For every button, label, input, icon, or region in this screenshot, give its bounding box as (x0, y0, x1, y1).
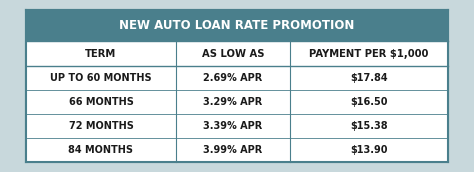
Bar (26, 90, 448, 114)
Text: 3.39% APR: 3.39% APR (203, 121, 263, 131)
Text: NEW AUTO LOAN RATE PROMOTION: NEW AUTO LOAN RATE PROMOTION (119, 19, 355, 32)
Text: UP TO 60 MONTHS: UP TO 60 MONTHS (50, 73, 152, 83)
Text: 3.29% APR: 3.29% APR (203, 97, 263, 107)
Text: PAYMENT PER $1,000: PAYMENT PER $1,000 (309, 49, 428, 59)
Text: 84 MONTHS: 84 MONTHS (68, 145, 134, 155)
Bar (26, 10, 448, 162)
Text: 72 MONTHS: 72 MONTHS (69, 121, 133, 131)
Text: $17.84: $17.84 (350, 73, 388, 83)
Text: TERM: TERM (85, 49, 117, 59)
Bar (26, 10, 448, 41)
Bar (26, 138, 448, 162)
Text: 3.99% APR: 3.99% APR (203, 145, 263, 155)
Bar (26, 41, 448, 66)
Bar (26, 114, 448, 138)
Bar (26, 66, 448, 90)
Text: $16.50: $16.50 (350, 97, 388, 107)
Text: $13.90: $13.90 (350, 145, 388, 155)
Text: 2.69% APR: 2.69% APR (203, 73, 263, 83)
Text: $15.38: $15.38 (350, 121, 388, 131)
Text: 66 MONTHS: 66 MONTHS (69, 97, 133, 107)
Text: AS LOW AS: AS LOW AS (201, 49, 264, 59)
